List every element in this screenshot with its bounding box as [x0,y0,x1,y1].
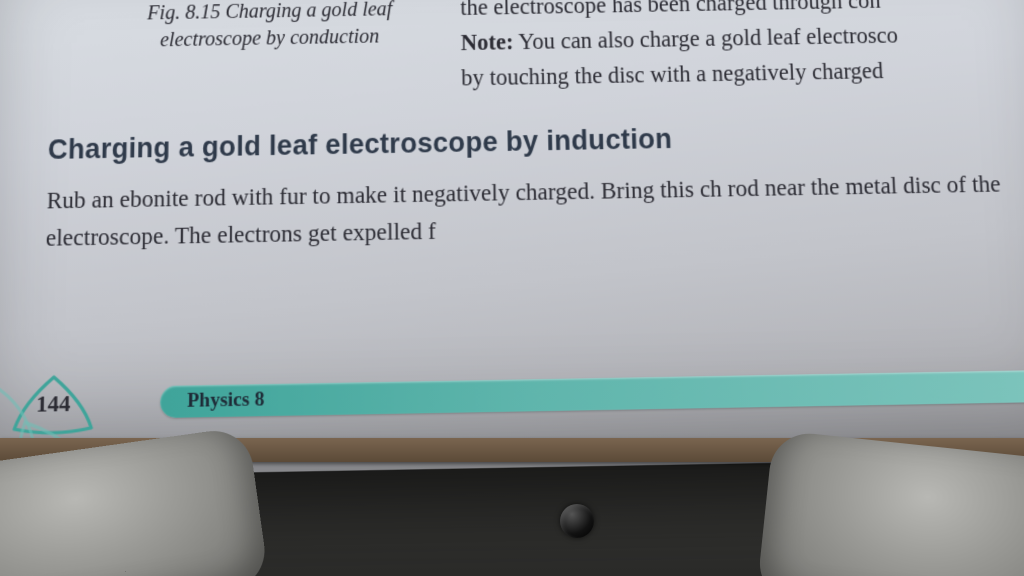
subject-pill: Physics 8 [160,369,1024,418]
figure-caption-line-2: electroscope by conduction [119,23,421,55]
page-footer: 144 Physics 8 [8,361,1024,429]
foreground-object-right [756,430,1024,576]
camera-lens-dot [560,504,594,538]
top-row: Fig. 8.15 Charging a gold leaf electrosc… [27,0,1024,104]
figure-caption: Fig. 8.15 Charging a gold leaf electrosc… [119,0,421,55]
textbook-page: Fig. 8.15 Charging a gold leaf electrosc… [0,0,1024,477]
note-label: Note: [461,29,514,55]
section-heading: Charging a gold leaf electroscope by ind… [48,116,1024,166]
photo-scene: Fig. 8.15 Charging a gold leaf electrosc… [0,0,1024,576]
right-column-text: the electroscope has been charged throug… [460,0,1024,96]
subject-label: Physics 8 [187,388,264,413]
note-text-1: You can also charge a gold leaf electros… [513,22,898,54]
body-paragraph: Rub an ebonite rod with fur to make it n… [45,164,1024,257]
